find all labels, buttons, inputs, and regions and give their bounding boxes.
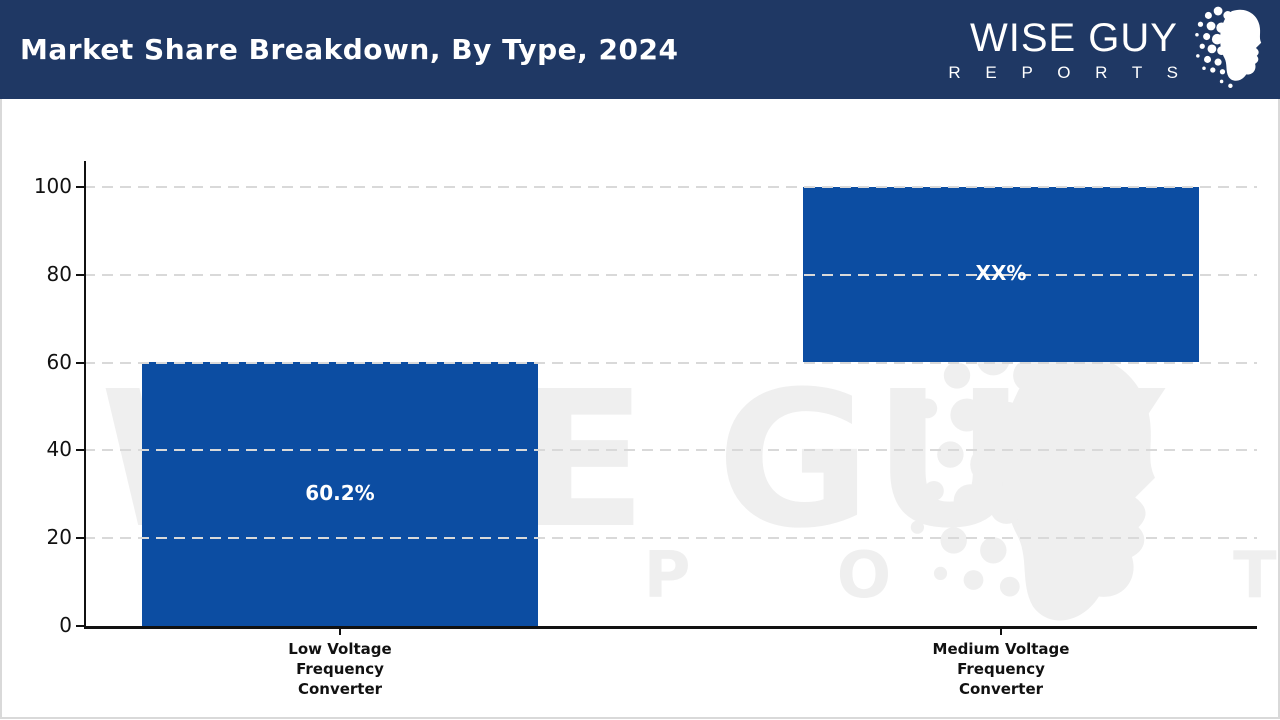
x-axis-category-line: Converter [958, 680, 1044, 698]
x-axis-category-label: Low Voltage Frequency Converter [180, 639, 500, 699]
x-axis-line [84, 626, 1257, 629]
wiseguy-logo: WISE GUY R E P O R T S [948, 4, 1270, 96]
x-axis-category-line: Frequency [296, 660, 384, 678]
y-axis-tick-mark [76, 273, 84, 276]
watermark-face-icon [858, 325, 1188, 674]
y-axis-tick-label: 20 [46, 525, 72, 550]
x-axis-tick-mark [1000, 628, 1002, 635]
y-axis-tick-label: 40 [46, 437, 72, 462]
y-axis-tick-label: 60 [46, 349, 72, 374]
y-axis-tick-label: 100 [33, 174, 72, 198]
header-bar: Market Share Breakdown, By Type, 2024 WI… [0, 0, 1280, 99]
wiseguy-face-icon [1182, 4, 1270, 96]
figure-border-bottom [0, 717, 1280, 719]
x-axis-category-line: Medium Voltage [932, 640, 1070, 658]
x-axis-tick-mark [339, 628, 341, 635]
figure-border-right [1278, 99, 1280, 718]
figure-border-left [0, 99, 2, 718]
y-gridline [84, 537, 1257, 540]
bar-value-label: 60.2% [305, 480, 375, 505]
x-axis-category-line: Frequency [957, 660, 1045, 678]
x-axis-category-label: Medium Voltage Frequency Converter [841, 639, 1161, 699]
y-axis-tick-label: 80 [46, 261, 72, 286]
y-axis-line [84, 161, 86, 628]
y-axis-tick-mark [76, 537, 84, 540]
x-axis-category-line: Low Voltage [288, 640, 392, 658]
y-gridline [84, 361, 1257, 364]
y-gridline [84, 449, 1257, 452]
y-axis-tick-mark [76, 361, 84, 364]
wiseguy-logo-text: WISE GUY R E P O R T S [948, 18, 1178, 81]
logo-wordmark: WISE GUY [969, 16, 1178, 60]
y-axis-tick-mark [76, 186, 84, 188]
y-gridline [84, 186, 1257, 188]
y-gridline [84, 273, 1257, 276]
page-title: Market Share Breakdown, By Type, 2024 [20, 33, 679, 66]
y-axis-tick-mark [76, 449, 84, 452]
bar-segment [142, 361, 538, 626]
x-axis-category-line: Converter [297, 680, 383, 698]
y-axis-tick-mark [76, 625, 84, 627]
logo-subtitle: R E P O R T S [948, 63, 1188, 82]
bar-chart: WISE GUY R E P O R T S 60.2%XX%020406080… [0, 99, 1280, 716]
y-axis-tick-label: 0 [59, 613, 72, 637]
bar-value-label: XX% [975, 261, 1027, 286]
